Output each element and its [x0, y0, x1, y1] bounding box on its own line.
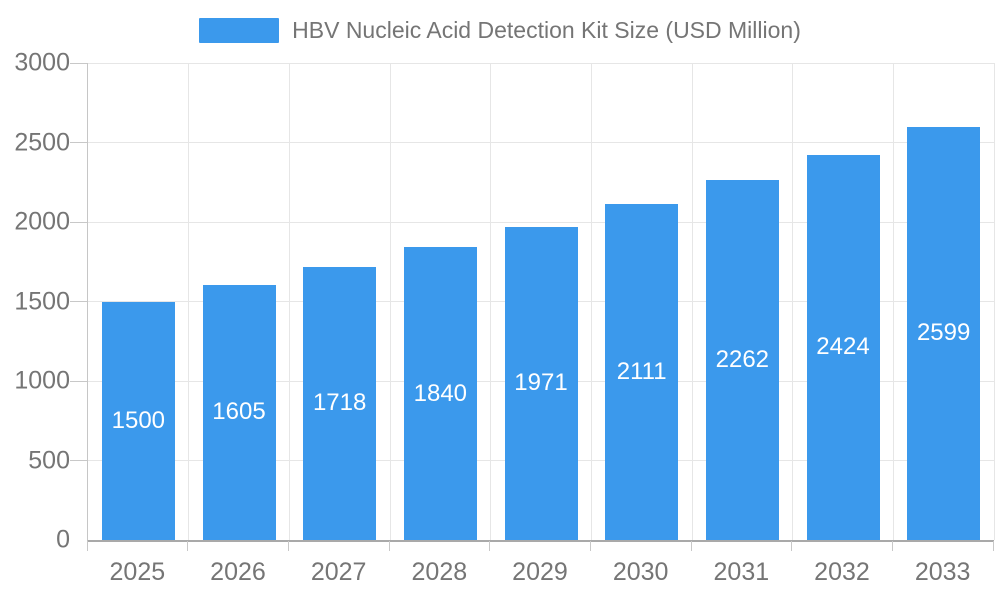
x-tick-mark: [86, 541, 88, 551]
x-axis: 2025 2026 2027 2028 2029 2030 2031 2032 2033: [87, 558, 993, 588]
gridline-vertical: [691, 63, 693, 540]
y-tick-label: 2500: [14, 128, 70, 156]
x-axis-ticks: [86, 541, 994, 551]
bar-2031[interactable]: 2262: [705, 180, 779, 540]
x-tick-mark: [992, 541, 994, 551]
x-tick-mark: [287, 541, 289, 551]
x-tick-mark: [791, 541, 793, 551]
y-tick-mark: [70, 221, 87, 223]
gridline-vertical: [389, 63, 391, 540]
bar-2030[interactable]: 2111: [605, 204, 679, 540]
y-tick-mark: [70, 142, 87, 143]
y-axis: 0 500 1000 1500 2000 2500 3000: [0, 50, 87, 552]
bar-value-label: 1605: [212, 398, 266, 426]
x-tick-mark: [891, 541, 893, 551]
bar-value-label: 2599: [916, 319, 971, 347]
legend-swatch: [199, 17, 280, 43]
gridline-horizontal: [88, 142, 994, 143]
gridline-vertical: [288, 63, 290, 540]
bar-value-label: 1840: [413, 379, 468, 407]
plot-area: 1500 1605 1718 1840 1971 2111 2262 2424 2599: [87, 62, 995, 542]
gridline-horizontal: [88, 62, 994, 64]
y-tick-label: 1500: [14, 287, 70, 315]
x-tick-label: 2030: [612, 558, 669, 586]
x-tick-label: 2026: [210, 558, 266, 586]
bar-value-label: 1718: [312, 389, 367, 417]
bar-2033[interactable]: 2599: [907, 126, 981, 540]
y-tick-label: 500: [28, 446, 70, 474]
bar-value-label: 2262: [715, 346, 770, 374]
x-tick-label: 2032: [814, 558, 870, 586]
bar-value-label: 1971: [514, 369, 568, 397]
legend-item[interactable]: HBV Nucleic Acid Detection Kit Size (USD…: [0, 16, 1000, 44]
bar-2032[interactable]: 2424: [806, 154, 880, 540]
x-tick-mark: [690, 541, 692, 551]
y-tick-mark: [70, 380, 87, 382]
y-tick-mark: [70, 62, 87, 64]
bar-2027[interactable]: 1718: [303, 266, 377, 540]
x-tick-mark: [489, 541, 491, 551]
x-tick-mark: [589, 541, 591, 551]
gridline-horizontal: [88, 221, 994, 223]
bar-value-label: 1500: [111, 406, 166, 434]
legend-label: HBV Nucleic Acid Detection Kit Size (USD…: [292, 16, 801, 43]
bar-value-label: 2111: [616, 358, 667, 386]
y-tick-label: 3000: [14, 48, 70, 77]
gridline-vertical: [188, 63, 190, 540]
gridline-vertical: [892, 63, 894, 540]
x-tick-mark: [187, 541, 189, 551]
bar-value-label: 2424: [816, 333, 870, 361]
bar-2029[interactable]: 1971: [504, 226, 578, 540]
x-tick-label: 2029: [512, 558, 568, 586]
x-tick-label: 2031: [713, 558, 770, 586]
bar-2026[interactable]: 1605: [202, 284, 276, 540]
gridline-vertical: [590, 63, 592, 540]
bar-2028[interactable]: 1840: [403, 247, 477, 540]
gridline-vertical: [993, 63, 995, 540]
gridline-vertical: [490, 63, 492, 540]
gridline-vertical: [792, 63, 794, 540]
y-tick-label: 2000: [14, 207, 70, 236]
y-tick-mark: [70, 301, 87, 302]
y-tick-label: 1000: [14, 366, 70, 395]
bar-2025[interactable]: 1500: [101, 301, 175, 540]
y-tick-label: 0: [56, 525, 70, 554]
x-tick-label: 2033: [914, 558, 971, 586]
x-tick-label: 2027: [310, 558, 367, 586]
y-tick-mark: [70, 460, 87, 461]
x-tick-label: 2025: [109, 558, 166, 586]
x-tick-label: 2028: [411, 558, 468, 586]
x-tick-mark: [388, 541, 390, 551]
